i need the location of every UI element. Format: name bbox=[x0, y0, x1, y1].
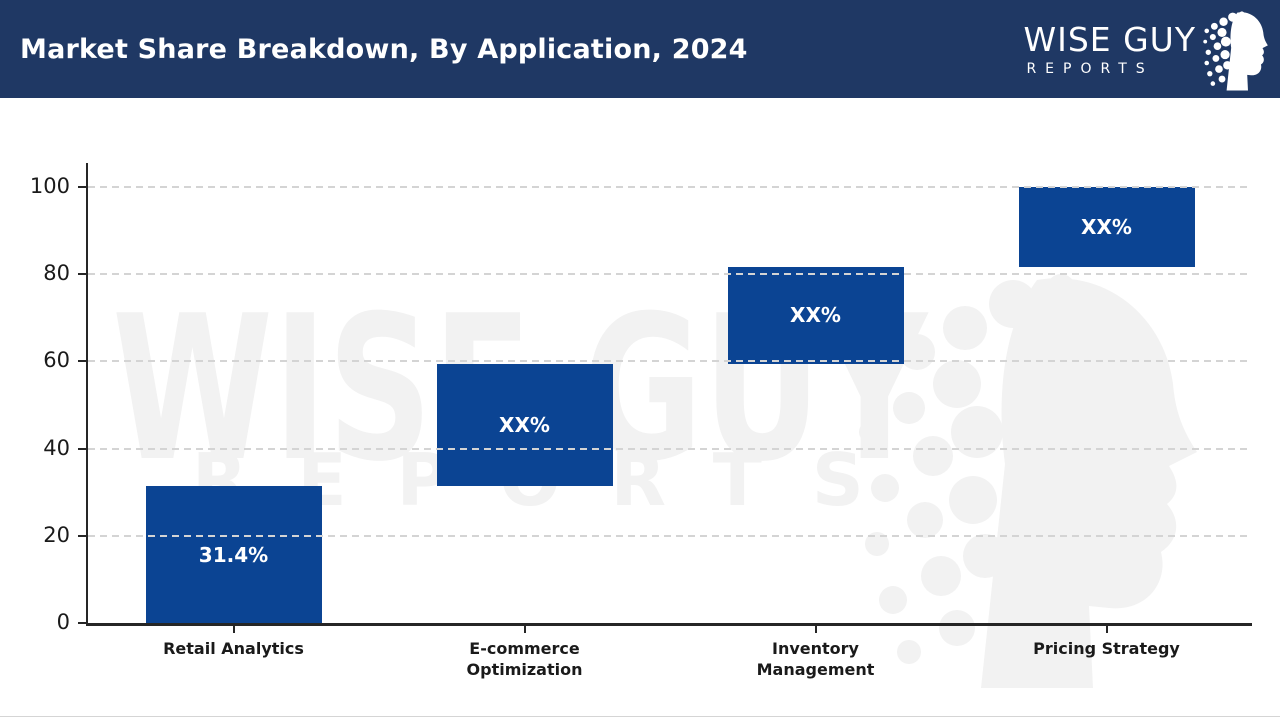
x-axis-label-2: E-commerce Optimization bbox=[405, 639, 645, 681]
y-axis-label-80: 80 bbox=[43, 261, 70, 286]
logo-name: WISE GUY bbox=[1023, 20, 1196, 60]
bar-value-label: XX% bbox=[790, 303, 841, 328]
y-tickmark bbox=[78, 622, 88, 624]
gridline-20 bbox=[88, 534, 1252, 537]
x-axis-label-line: Retail Analytics bbox=[163, 639, 304, 658]
x-axis-label-1: Retail Analytics bbox=[114, 639, 354, 660]
y-tickmark bbox=[78, 273, 88, 276]
logo-subtitle: REPORTS bbox=[1026, 60, 1154, 77]
x-axis-label-line: Management bbox=[756, 659, 875, 679]
y-tickmark bbox=[78, 360, 88, 363]
x-tickmark bbox=[232, 625, 235, 633]
bar-segment-4: XX% bbox=[1018, 187, 1195, 267]
x-tickmark bbox=[1105, 625, 1108, 633]
bar-value-label: XX% bbox=[499, 413, 550, 438]
y-tickmark bbox=[78, 447, 88, 450]
y-axis-label-60: 60 bbox=[43, 348, 70, 373]
x-axis-label-4: Pricing Strategy bbox=[987, 639, 1227, 660]
market-share-chart: WISE GUY REPORTS 31.4%Retail AnalyticsXX… bbox=[0, 98, 1280, 720]
x-tickmark bbox=[523, 625, 526, 633]
x-axis-label-3: Inventory Management bbox=[696, 639, 936, 681]
gridline-100 bbox=[88, 186, 1252, 188]
gridline-80 bbox=[88, 273, 1252, 276]
y-axis-label-100: 100 bbox=[29, 174, 70, 198]
bar-segment-1: 31.4% bbox=[145, 486, 322, 623]
x-axis-label-line: Optimization bbox=[466, 659, 583, 679]
logo-text: WISE GUY REPORTS bbox=[1023, 23, 1196, 77]
y-tickmark bbox=[78, 534, 88, 537]
gridline-60 bbox=[88, 360, 1252, 363]
y-axis-line bbox=[86, 163, 88, 626]
wise-guy-reports-logo: WISE GUY REPORTS bbox=[1023, 6, 1270, 94]
page-title: Market Share Breakdown, By Application, … bbox=[20, 33, 748, 65]
y-axis-label-0: 0 bbox=[56, 610, 70, 634]
bar-value-label: 31.4% bbox=[198, 542, 269, 567]
y-tickmark bbox=[78, 186, 88, 188]
gridline-40 bbox=[88, 447, 1252, 450]
y-axis-label-20: 20 bbox=[43, 522, 70, 547]
x-axis-label-line: Pricing Strategy bbox=[1033, 639, 1180, 658]
bar-segment-2: XX% bbox=[436, 364, 613, 487]
y-axis-label-40: 40 bbox=[43, 435, 70, 460]
bottom-border-line bbox=[0, 716, 1280, 717]
x-tickmark bbox=[814, 625, 817, 633]
header-bar: Market Share Breakdown, By Application, … bbox=[0, 0, 1280, 98]
dotted-face-icon bbox=[1203, 11, 1268, 91]
bar-segment-3: XX% bbox=[727, 266, 904, 364]
bar-value-label: XX% bbox=[1081, 214, 1132, 239]
x-axis-label-line: Inventory bbox=[772, 639, 859, 658]
x-axis-line bbox=[86, 623, 1252, 626]
x-axis-label-line: E-commerce bbox=[469, 639, 580, 658]
